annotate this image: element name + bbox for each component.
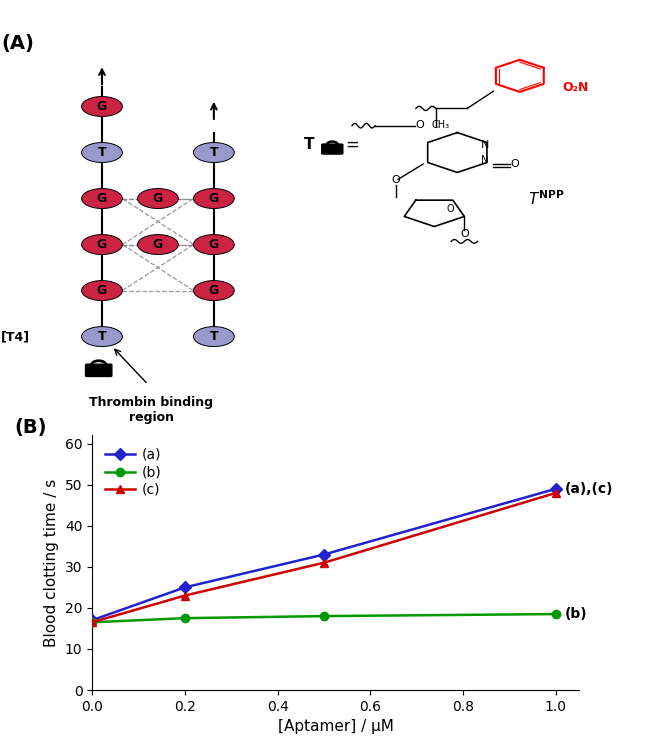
Text: O: O <box>416 120 424 130</box>
Text: T: T <box>209 330 218 343</box>
Text: T: T <box>97 146 107 159</box>
Text: G: G <box>97 238 107 251</box>
Ellipse shape <box>82 327 122 347</box>
Ellipse shape <box>82 97 122 117</box>
Text: (A): (A) <box>1 34 34 52</box>
Ellipse shape <box>193 280 234 300</box>
Y-axis label: Blood clotting time / s: Blood clotting time / s <box>44 479 59 646</box>
Text: N: N <box>481 139 489 150</box>
(a) <box>320 550 328 559</box>
Text: G: G <box>97 192 107 205</box>
(b) <box>552 610 560 618</box>
Text: $T^{\mathregular{NPP}}$: $T^{\mathregular{NPP}}$ <box>528 189 565 208</box>
Text: G: G <box>153 238 163 251</box>
Text: (B): (B) <box>14 418 47 437</box>
X-axis label: [Aptamer] / μM: [Aptamer] / μM <box>278 720 393 734</box>
Legend: (a), (b), (c): (a), (b), (c) <box>99 442 167 503</box>
FancyBboxPatch shape <box>322 144 343 154</box>
Ellipse shape <box>193 327 234 347</box>
(a) <box>181 583 189 592</box>
(b) <box>88 618 96 627</box>
Text: T: T <box>304 137 315 152</box>
Ellipse shape <box>82 142 122 162</box>
Text: T: T <box>209 146 218 159</box>
Ellipse shape <box>193 142 234 162</box>
(c) <box>320 559 328 568</box>
(b) <box>320 612 328 621</box>
Text: O: O <box>392 175 401 185</box>
Line: (a): (a) <box>88 485 560 624</box>
Ellipse shape <box>82 280 122 300</box>
Text: O₂N: O₂N <box>563 81 589 94</box>
(c) <box>88 618 96 627</box>
Ellipse shape <box>138 235 178 255</box>
Text: [T4]: [T4] <box>1 330 30 343</box>
(c) <box>181 591 189 600</box>
Ellipse shape <box>82 189 122 209</box>
Text: O: O <box>447 204 455 214</box>
Ellipse shape <box>82 235 122 255</box>
Text: O: O <box>460 230 468 240</box>
Text: Thrombin binding
region: Thrombin binding region <box>89 396 213 424</box>
Text: G: G <box>97 100 107 113</box>
(c) <box>552 489 560 497</box>
Text: G: G <box>153 192 163 205</box>
Text: G: G <box>209 284 219 297</box>
Text: T: T <box>97 330 107 343</box>
Ellipse shape <box>193 189 234 209</box>
Text: (a),(c): (a),(c) <box>565 482 614 496</box>
Ellipse shape <box>193 235 234 255</box>
FancyBboxPatch shape <box>86 364 112 376</box>
Line: (c): (c) <box>88 489 560 627</box>
Line: (b): (b) <box>88 610 560 627</box>
Text: N: N <box>481 155 489 165</box>
Text: G: G <box>97 284 107 297</box>
Text: CH₃: CH₃ <box>432 120 450 131</box>
Ellipse shape <box>138 189 178 209</box>
Text: =: = <box>345 136 359 154</box>
(b) <box>181 614 189 623</box>
Text: (b): (b) <box>565 607 588 621</box>
Text: G: G <box>209 192 219 205</box>
Text: G: G <box>209 238 219 251</box>
(a) <box>552 484 560 493</box>
Text: O: O <box>510 159 519 169</box>
(a) <box>88 615 96 624</box>
